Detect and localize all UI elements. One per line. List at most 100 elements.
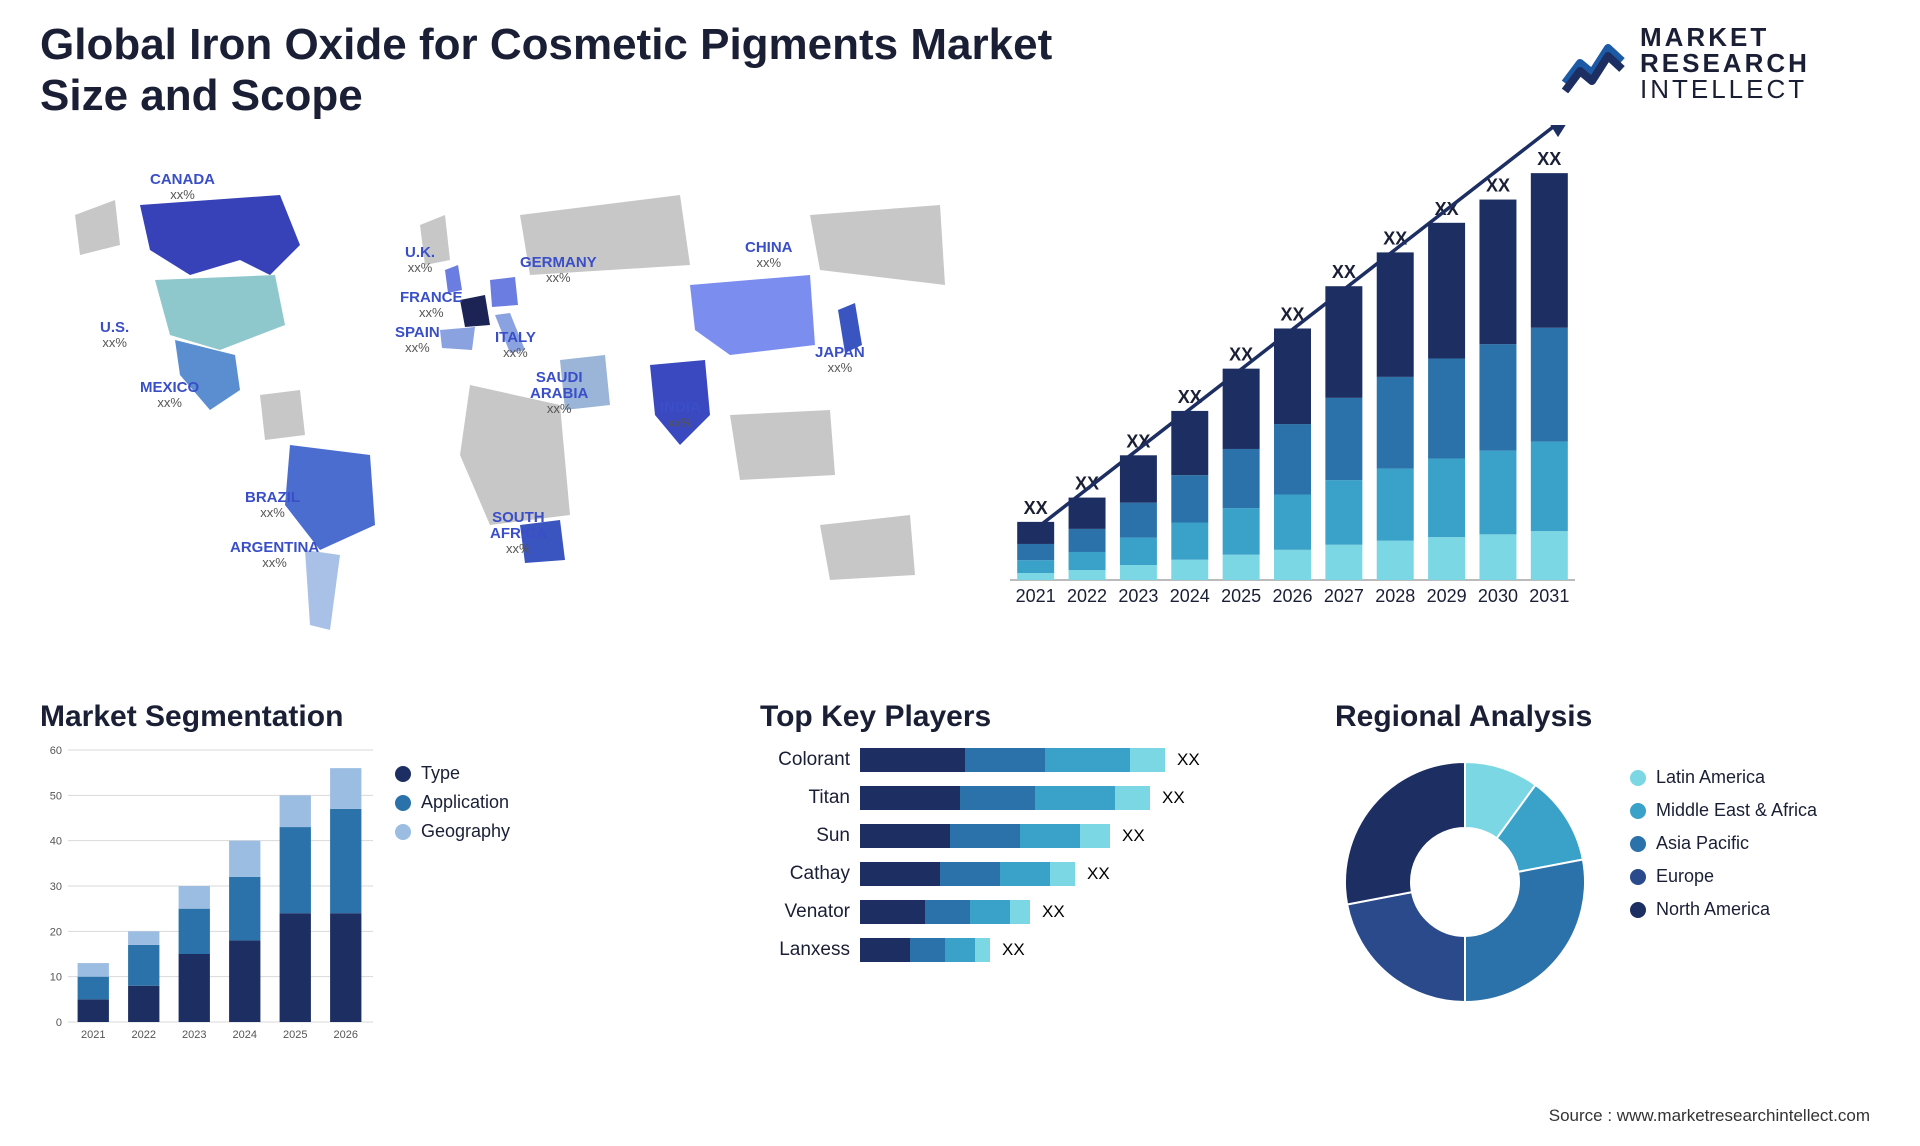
- player-bar: [860, 900, 1030, 924]
- seg-bar: [280, 913, 311, 1022]
- bigchart-bar: [1377, 252, 1414, 376]
- world-map-svg: [40, 155, 975, 665]
- country-china: [690, 275, 815, 355]
- player-row: ColorantXX: [760, 748, 1280, 772]
- map-label: CHINAxx%: [745, 240, 793, 269]
- svg-text:2024: 2024: [1170, 586, 1210, 606]
- world-map-panel: CANADAxx%U.S.xx%MEXICOxx%BRAZILxx%ARGENT…: [40, 155, 975, 665]
- player-row: Lanxess XX: [760, 938, 1280, 962]
- player-value: XX: [1002, 940, 1025, 960]
- bigchart-bar: [1017, 573, 1054, 580]
- players-title: Top Key Players: [760, 700, 1280, 734]
- svg-text:60: 60: [50, 745, 62, 757]
- bigchart-bar: [1531, 173, 1568, 328]
- bigchart-bar: [1531, 328, 1568, 442]
- seg-bar: [78, 999, 109, 1022]
- bigchart-bar: [1274, 424, 1311, 494]
- bigchart-bar: [1428, 459, 1465, 538]
- bigchart-bar: [1120, 455, 1157, 502]
- bigchart-bar: [1017, 544, 1054, 560]
- seg-bar: [128, 986, 159, 1022]
- market-size-chart-svg: XX2021XX2022XX2023XX2024XX2025XX2026XX20…: [1010, 125, 1575, 625]
- svg-text:40: 40: [50, 836, 62, 848]
- map-label: FRANCExx%: [400, 290, 463, 319]
- svg-text:30: 30: [50, 881, 62, 893]
- svg-text:XX: XX: [1332, 262, 1356, 282]
- bigchart-bar: [1069, 529, 1106, 552]
- map-label: INDIAxx%: [660, 400, 701, 429]
- player-name: Venator: [760, 901, 860, 923]
- bigchart-bar: [1377, 541, 1414, 580]
- bigchart-bar: [1377, 469, 1414, 541]
- bigchart-bar: [1017, 560, 1054, 573]
- player-value: XX: [1087, 864, 1110, 884]
- svg-text:XX: XX: [1537, 149, 1561, 169]
- svg-text:XX: XX: [1383, 228, 1407, 248]
- bigchart-bar: [1325, 286, 1362, 398]
- donut-slice: [1345, 762, 1465, 904]
- map-label: BRAZILxx%: [245, 490, 300, 519]
- region-legend-item: Middle East & Africa: [1630, 800, 1817, 821]
- svg-text:20: 20: [50, 926, 62, 938]
- segmentation-chart-svg: 0102030405060202120222023202420252026: [40, 744, 375, 1044]
- svg-text:2027: 2027: [1324, 586, 1364, 606]
- bigchart-bar: [1171, 475, 1208, 522]
- bigchart-bar: [1017, 522, 1054, 544]
- regional-legend: Latin AmericaMiddle East & AfricaAsia Pa…: [1630, 755, 1817, 932]
- bigchart-bar: [1120, 503, 1157, 538]
- bigchart-bar: [1069, 570, 1106, 580]
- player-bar: [860, 786, 1150, 810]
- page-title: Global Iron Oxide for Cosmetic Pigments …: [40, 20, 1060, 121]
- player-value: XX: [1042, 902, 1065, 922]
- bigchart-bar: [1274, 494, 1311, 549]
- bigchart-bar: [1479, 200, 1516, 345]
- seg-bar: [128, 931, 159, 945]
- region-legend-item: Europe: [1630, 866, 1817, 887]
- players-rows: ColorantXXTitanXXSunXXCathayXXVenatorXXL…: [760, 748, 1280, 962]
- bigchart-bar: [1120, 538, 1157, 565]
- seg-bar: [330, 809, 361, 913]
- country-spain: [440, 327, 475, 350]
- seg-bar: [229, 841, 260, 877]
- bigchart-bar: [1223, 449, 1260, 508]
- country-germany: [490, 277, 518, 307]
- seg-legend-item: Type: [395, 763, 510, 784]
- region-legend-item: Asia Pacific: [1630, 833, 1817, 854]
- bigchart-bar: [1325, 398, 1362, 480]
- seg-bar: [280, 827, 311, 913]
- seg-bar: [229, 877, 260, 940]
- bigchart-bar: [1428, 537, 1465, 580]
- player-row: CathayXX: [760, 862, 1280, 886]
- svg-text:0: 0: [56, 1017, 62, 1029]
- svg-text:2021: 2021: [81, 1029, 105, 1041]
- player-bar: [860, 748, 1165, 772]
- bigchart-bar: [1069, 498, 1106, 529]
- bigchart-bar: [1531, 531, 1568, 580]
- bigchart-bar: [1531, 442, 1568, 532]
- player-value: XX: [1122, 826, 1145, 846]
- seg-bar: [179, 886, 210, 909]
- svg-text:2022: 2022: [1067, 586, 1107, 606]
- map-label: JAPANxx%: [815, 345, 865, 374]
- bigchart-bar: [1223, 508, 1260, 554]
- seg-bar: [330, 913, 361, 1022]
- bigchart-bar: [1325, 480, 1362, 545]
- seg-bar: [78, 963, 109, 977]
- map-label: ARGENTINAxx%: [230, 540, 319, 569]
- bigchart-bar: [1069, 552, 1106, 570]
- svg-text:2028: 2028: [1375, 586, 1415, 606]
- svg-text:2025: 2025: [1221, 586, 1261, 606]
- brand-logo: MARKET RESEARCH INTELLECT: [1560, 20, 1870, 105]
- player-bar: [860, 938, 990, 962]
- page-header: Global Iron Oxide for Cosmetic Pigments …: [40, 20, 1060, 121]
- seg-bar: [330, 768, 361, 809]
- seg-bar: [179, 954, 210, 1022]
- seg-bar: [78, 977, 109, 1000]
- player-name: Lanxess: [760, 939, 860, 961]
- svg-text:XX: XX: [1486, 176, 1510, 196]
- player-row: SunXX: [760, 824, 1280, 848]
- svg-text:2026: 2026: [334, 1029, 358, 1041]
- svg-text:2023: 2023: [1118, 586, 1158, 606]
- seg-bar: [229, 940, 260, 1022]
- bigchart-bar: [1479, 344, 1516, 451]
